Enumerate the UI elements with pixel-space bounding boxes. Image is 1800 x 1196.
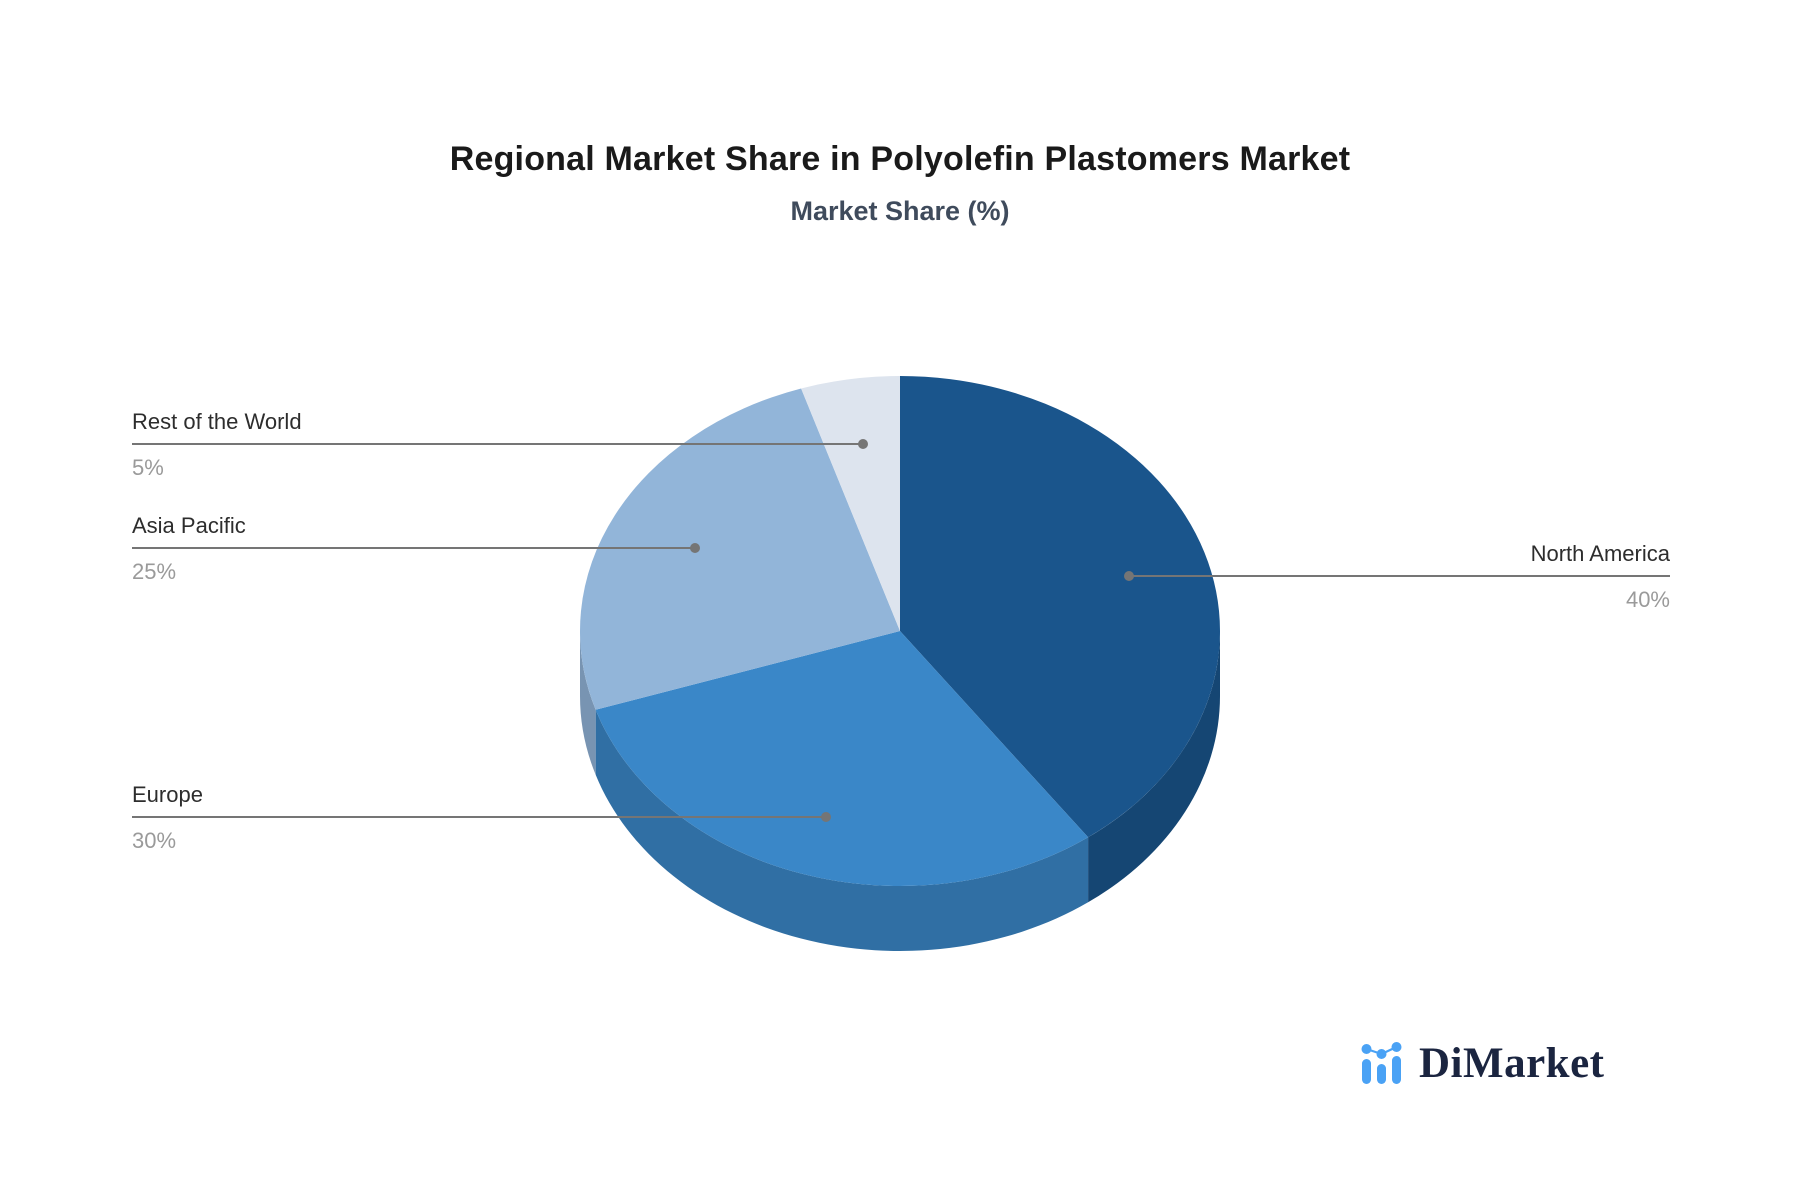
slice-label-asia-pacific: Asia Pacific: [132, 513, 246, 538]
pie-slice-asia-pacific[interactable]: [580, 388, 900, 710]
dimarket-logo[interactable]: DiMarket: [1360, 1040, 1605, 1088]
leader-line-rest-of-the-world: [132, 443, 863, 445]
slice-value-asia-pacific: 25%: [132, 559, 177, 584]
pie-slice-north-america[interactable]: [900, 376, 1221, 838]
slice-value-north-america: 40%: [1625, 587, 1670, 612]
pie-side-asia-pacific: [580, 631, 596, 775]
slice-value-rest-of-the-world: 5%: [132, 455, 164, 480]
slice-label-rest-of-the-world: Rest of the World: [132, 409, 302, 434]
slice-value-europe: 30%: [132, 828, 177, 853]
leader-dot-north-america: [1124, 571, 1134, 581]
slice-label-europe: Europe: [132, 782, 203, 807]
pie-slice-europe[interactable]: [595, 631, 1089, 886]
slice-label-north-america: North America: [1530, 541, 1670, 566]
leader-line-europe: [132, 816, 826, 818]
page-title: Regional Market Share in Polyolefin Plas…: [449, 140, 1351, 178]
pie-side-north-america: [1088, 631, 1220, 903]
leader-dot-europe: [821, 812, 831, 822]
leader-dot-rest-of-the-world: [858, 439, 868, 449]
pie-side-europe: [595, 709, 1089, 951]
page-subtitle: Market Share (%): [790, 196, 1010, 226]
leader-dot-asia-pacific: [690, 543, 700, 553]
pie-slice-rest-of-the-world[interactable]: [801, 376, 900, 631]
dimarket-wordmark: DiMarket: [1419, 1040, 1605, 1087]
leader-line-north-america: [1129, 575, 1670, 577]
leader-line-asia-pacific: [132, 547, 695, 549]
analytics-bars-icon: [1361, 1042, 1402, 1084]
